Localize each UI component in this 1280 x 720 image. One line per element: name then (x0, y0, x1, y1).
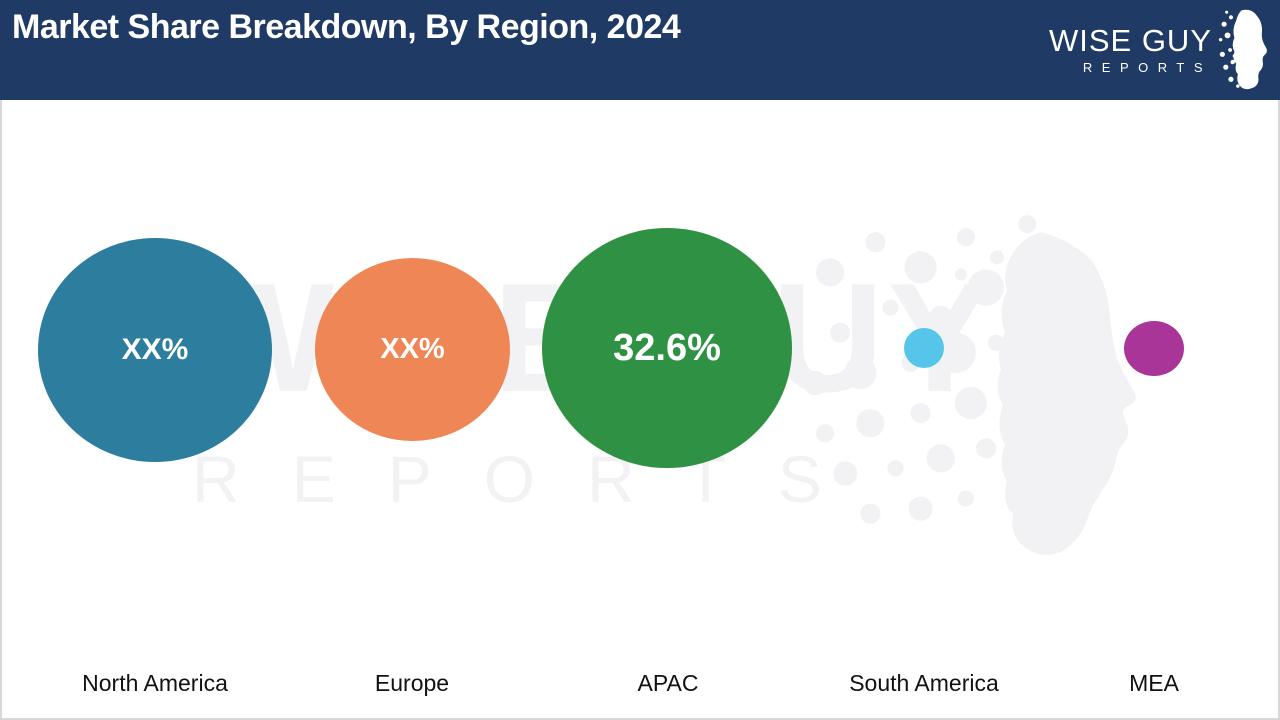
category-label-mea: MEA (1129, 670, 1179, 696)
watermark-tagline-text: REPORTS (192, 442, 874, 516)
chart-area: WISE GUY REPORTS (0, 100, 1280, 720)
bubble-mea (1124, 321, 1184, 376)
bubble-value-label: 32.6% (613, 326, 721, 369)
bubble-value-label: XX% (380, 333, 445, 365)
bubble-apac: 32.6% (542, 228, 792, 468)
brand-head-icon (1218, 9, 1267, 90)
brand-name: WISE GUY (1048, 22, 1212, 58)
category-label-apac: APAC (637, 670, 699, 696)
bubble-south-america (904, 328, 944, 368)
watermark-head-icon (803, 215, 1136, 555)
page-title: Market Share Breakdown, By Region, 2024 (12, 8, 681, 46)
brand-logo-text: WISE GUY REPORTS (1048, 22, 1212, 76)
brand-tagline: REPORTS (1082, 60, 1212, 76)
category-label-south-america: South America (849, 670, 999, 696)
bubble-north-america: XX% (38, 238, 272, 462)
category-label-europe: Europe (374, 670, 450, 696)
header: Market Share Breakdown, By Region, 2024 … (0, 0, 1280, 100)
bubble-value-label: XX% (121, 333, 189, 366)
bubble-europe: XX% (315, 258, 510, 441)
brand-logo: WISE GUY REPORTS (1049, 4, 1272, 96)
category-label-north-america: North America (82, 670, 228, 696)
